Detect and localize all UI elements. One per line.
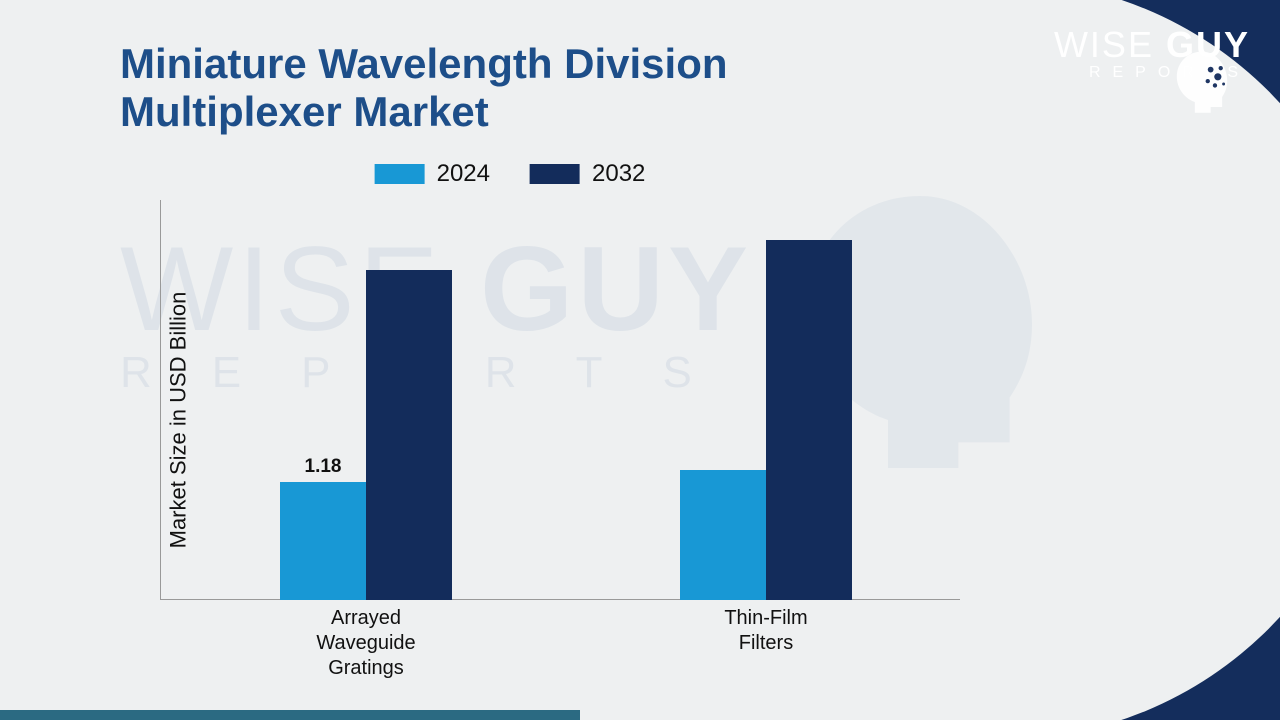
category-labels: Arrayed Waveguide Gratings Thin-Film Filt… bbox=[160, 600, 960, 690]
bar bbox=[280, 482, 366, 600]
brand-head-icon bbox=[1166, 48, 1238, 120]
plot-area: 1.18 bbox=[160, 200, 960, 600]
logo-prefix: WISE bbox=[1054, 24, 1154, 65]
bar bbox=[366, 270, 452, 600]
legend-item: 2024 bbox=[375, 160, 490, 188]
y-axis-line bbox=[160, 200, 161, 600]
legend-item: 2032 bbox=[530, 160, 645, 188]
legend-label: 2024 bbox=[437, 160, 490, 188]
bottom-accent-bar bbox=[0, 710, 580, 720]
legend-label: 2032 bbox=[592, 160, 645, 188]
chart-canvas: WISE GUY REPORTS Miniature Wavelength Di… bbox=[0, 0, 1280, 720]
legend-swatch-icon bbox=[375, 164, 425, 184]
category-label: Thin-Film Filters bbox=[676, 606, 856, 656]
bar bbox=[766, 240, 852, 600]
chart-region: Market Size in USD Billion 2024 2032 1.1… bbox=[60, 150, 960, 690]
legend-swatch-icon bbox=[530, 164, 580, 184]
brand-logo: WISE GUY REPORTS bbox=[1000, 24, 1250, 82]
chart-title: Miniature Wavelength Division Multiplexe… bbox=[120, 40, 760, 137]
bar-value-label: 1.18 bbox=[280, 456, 366, 478]
category-label: Arrayed Waveguide Gratings bbox=[276, 606, 456, 681]
bar bbox=[680, 470, 766, 600]
legend: 2024 2032 bbox=[375, 160, 646, 188]
